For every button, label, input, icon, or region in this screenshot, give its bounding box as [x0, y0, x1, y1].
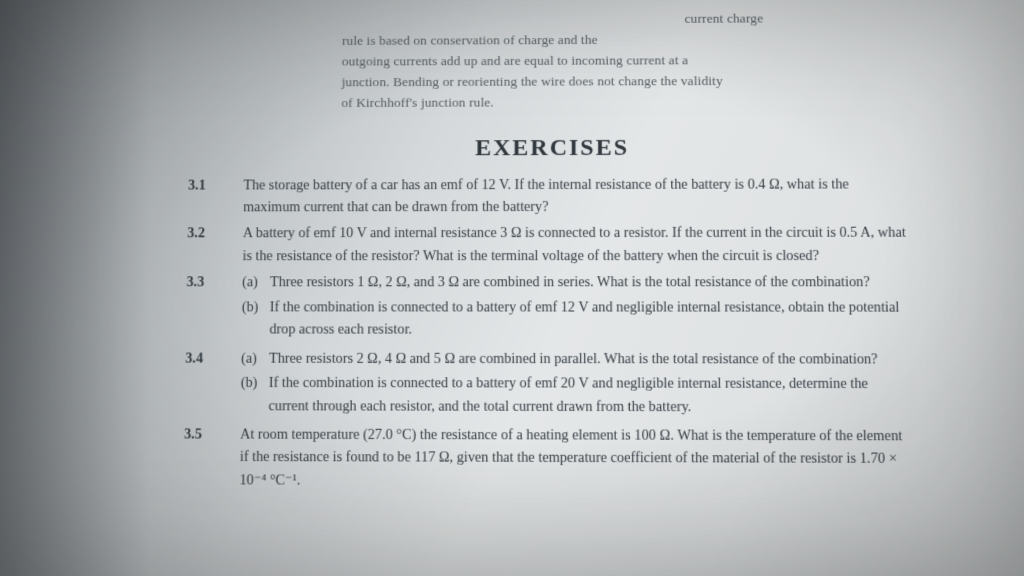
exercises-block: 3.1 The storage battery of a car has an … — [177, 173, 931, 494]
exercise-item: 3.4 (a) Three resistors 2 Ω, 4 Ω and 5 Ω… — [178, 347, 930, 421]
sub-label: (a) — [242, 272, 270, 294]
exercise-text: At room temperature (27.0 °C) the resist… — [239, 423, 931, 494]
intro-line: of Kirchhoff's junction rule. — [341, 91, 864, 113]
exercise-item: 3.5 At room temperature (27.0 °C) the re… — [177, 423, 931, 494]
exercise-number: 3.3 — [180, 272, 243, 344]
exercise-body: (a) Three resistors 2 Ω, 4 Ω and 5 Ω are… — [240, 347, 930, 421]
sub-label: (b) — [240, 372, 269, 417]
intro-line: rule is based on conservation of charge … — [342, 29, 864, 52]
exercise-text: A battery of emf 10 V and internal resis… — [242, 222, 927, 268]
exercise-text: The storage battery of a car has an emf … — [243, 173, 927, 219]
sub-label: (a) — [241, 347, 269, 370]
exercise-item: 3.3 (a) Three resistors 1 Ω, 2 Ω, and 3 … — [180, 271, 929, 343]
intro-tail: current charge — [342, 8, 863, 31]
exercise-number: 3.4 — [178, 347, 241, 419]
exercise-subitem: (a) Three resistors 2 Ω, 4 Ω and 5 Ω are… — [241, 347, 909, 371]
intro-line: junction. Bending or reorienting the wir… — [342, 70, 865, 92]
exercise-subitem: (a) Three resistors 1 Ω, 2 Ω, and 3 Ω ar… — [242, 271, 908, 294]
exercise-item: 3.1 The storage battery of a car has an … — [182, 173, 927, 219]
exercise-number: 3.2 — [181, 223, 243, 268]
photo-surface: current charge rule is based on conserva… — [0, 0, 1024, 576]
sub-text: Three resistors 2 Ω, 4 Ω and 5 Ω are com… — [269, 347, 909, 371]
sub-text: If the combination is connected to a bat… — [269, 296, 908, 342]
exercise-number: 3.5 — [177, 423, 240, 492]
sub-text: Three resistors 1 Ω, 2 Ω, and 3 Ω are co… — [270, 271, 908, 294]
intro-line: outgoing currents add up and are equal t… — [342, 50, 864, 73]
exercise-subitem: (b) If the combination is connected to a… — [241, 296, 908, 342]
exercise-body: (a) Three resistors 1 Ω, 2 Ω, and 3 Ω ar… — [241, 271, 929, 343]
sub-text: If the combination is connected to a bat… — [268, 372, 909, 419]
exercise-item: 3.2 A battery of emf 10 V and internal r… — [181, 222, 928, 268]
textbook-page: current charge rule is based on conserva… — [116, 0, 995, 576]
section-heading: EXERCISES — [183, 134, 926, 163]
exercise-number: 3.1 — [182, 174, 244, 219]
sub-label: (b) — [241, 296, 269, 341]
intro-paragraph: current charge rule is based on conserva… — [183, 8, 925, 114]
exercise-subitem: (b) If the combination is connected to a… — [240, 372, 909, 419]
